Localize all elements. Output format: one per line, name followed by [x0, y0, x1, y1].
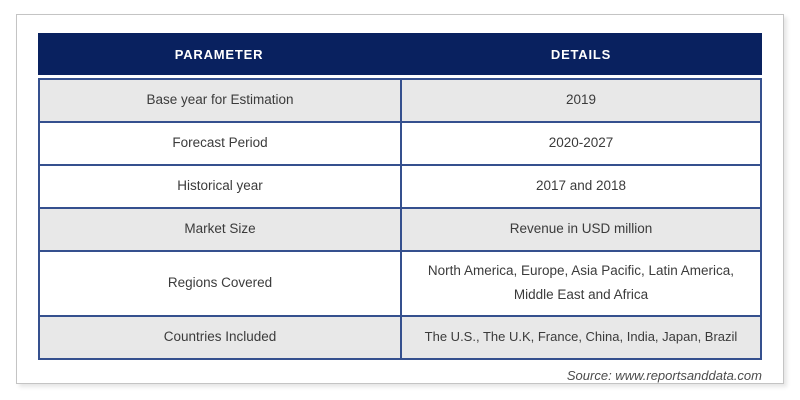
table-row: Countries Included The U.S., The U.K, Fr… — [40, 314, 760, 358]
details-cell: 2020-2027 — [400, 123, 760, 164]
table-body: Base year for Estimation 2019 Forecast P… — [38, 78, 762, 360]
table-header-row: PARAMETER DETAILS — [38, 33, 762, 75]
parameter-cell: Historical year — [177, 178, 263, 194]
details-cell: 2017 and 2018 — [400, 166, 760, 207]
table-row: Regions Covered North America, Europe, A… — [40, 250, 760, 315]
details-cell: Revenue in USD million — [400, 209, 760, 250]
parameter-cell: Base year for Estimation — [146, 92, 294, 108]
source-attribution: Source: www.reportsanddata.com — [566, 367, 762, 383]
table-row: Forecast Period 2020-2027 — [40, 121, 760, 164]
parameter-cell: Forecast Period — [172, 135, 268, 151]
details-cell: The U.S., The U.K, France, China, India,… — [400, 316, 760, 358]
parameter-details-table: PARAMETER DETAILS Base year for Estimati… — [38, 33, 762, 360]
parameter-cell: Regions Covered — [167, 275, 273, 291]
parameter-cell: Countries Included — [163, 328, 277, 344]
column-header-parameter: PARAMETER — [174, 46, 264, 62]
table-row: Historical year 2017 and 2018 — [40, 164, 760, 207]
parameter-cell: Market Size — [184, 221, 256, 237]
details-cell: 2019 — [400, 80, 760, 121]
table-row: Base year for Estimation 2019 — [40, 80, 760, 121]
report-scope-card: PARAMETER DETAILS Base year for Estimati… — [16, 14, 784, 384]
column-header-details: DETAILS — [550, 46, 612, 62]
details-cell: North America, Europe, Asia Pacific, Lat… — [400, 252, 760, 315]
table-row: Market Size Revenue in USD million — [40, 207, 760, 250]
